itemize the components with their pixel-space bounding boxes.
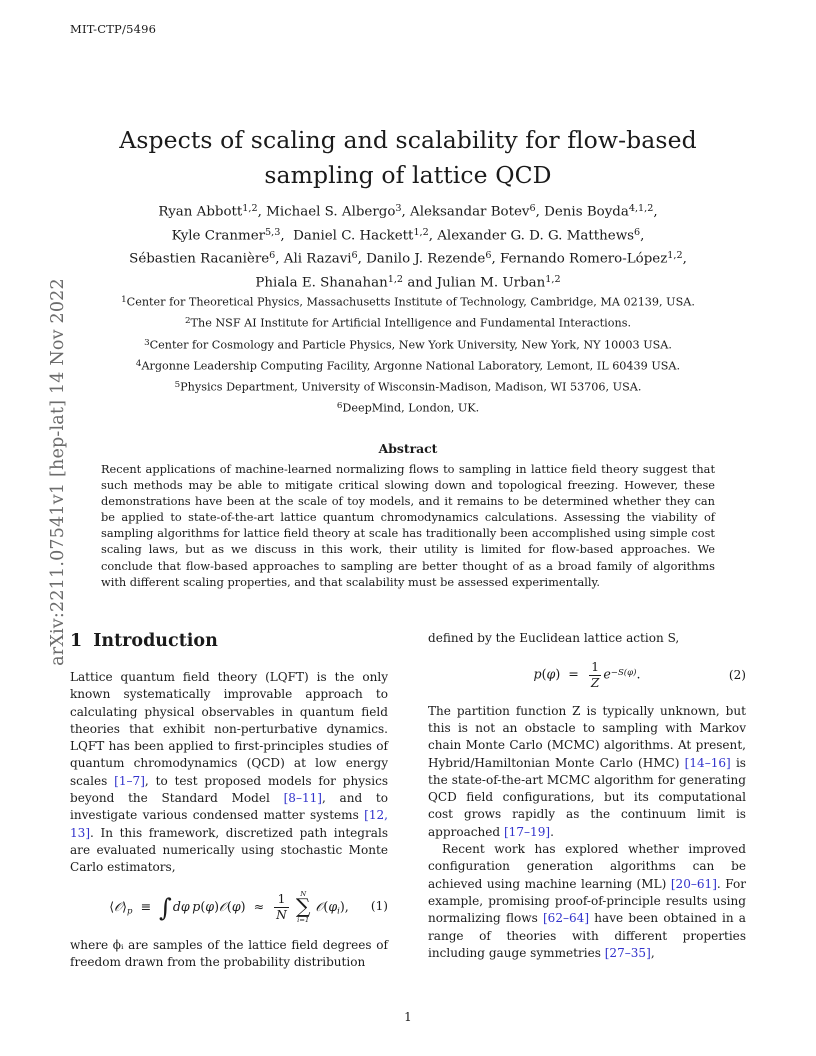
paragraph-text: , [650,945,655,960]
affiliation-item: 4Argonne Leadership Computing Facility, … [135,358,681,373]
paragraph-text: . [550,824,554,839]
paragraph-lead: defined by the Euclidean lattice action … [428,630,746,647]
affiliation-list: 1Center for Theoretical Physics, Massach… [78,291,738,419]
author-line: Sébastien Racanière6, Ali Razavi6, Danil… [129,250,687,267]
affiliation-item: 1Center for Theoretical Physics, Massach… [121,295,695,309]
column-left: 1 Introduction Lattice quantum field theo… [70,630,388,971]
arxiv-stamp: arXiv:2211.07541v1 [hep-lat] 14 Nov 2022 [48,278,68,666]
paragraph-recent-work: Recent work has explored whether improve… [428,841,746,962]
paragraph-text: Recent work has explored whether improve… [428,842,746,891]
author-line: Kyle Cranmer5,3, Daniel C. Hackett1,2, A… [171,226,645,244]
page-title: Aspects of scaling and scalability for f… [119,125,697,189]
equation-1-number: (1) [370,899,388,914]
affiliation-item: 3Center for Cosmology and Particle Physi… [144,337,672,352]
citation-link[interactable]: [1–7] [114,773,145,788]
citation-link[interactable]: [17–19] [503,824,551,839]
page-number: 1 [404,1010,412,1024]
paragraph-text: Lattice quantum field theory (LQFT) is t… [70,670,388,788]
author-line: Phiala E. Shanahan1,2 and Julian M. Urba… [255,273,561,291]
section-title: Introduction [93,631,218,651]
author-list: Ryan Abbott1,2, Michael S. Albergo3, Ale… [78,199,738,294]
citation-link[interactable]: [12, 13] [70,808,388,840]
affiliation-item: 5Physics Department, University of Wisco… [174,380,642,394]
affiliation-item: 2The NSF AI Institute for Artificial Int… [184,316,631,330]
preprint-number: MIT-CTP/5496 [70,22,157,36]
paragraph-text: , to test proposed models for physics be… [70,773,389,806]
paragraph-text: is the state-of-the-art MCMC algorithm f… [428,755,746,839]
paragraph-text: defined by the Euclidean lattice action … [428,631,680,645]
paragraph-text: . In this framework, discretized path in… [70,825,388,875]
abstract-text: Recent applications of machine-learned n… [101,462,715,589]
citation-link[interactable]: [14–16] [684,755,731,770]
citation-link[interactable]: [27–35] [604,945,651,960]
paragraph-text: have been obtained in a range of theorie… [428,911,746,960]
equation-2-number: (2) [728,667,746,682]
paragraph-after-eq1: where ϕᵢ are samples of the lattice fiel… [70,937,388,972]
paragraph-text: where ϕᵢ are samples of the lattice fiel… [70,937,388,969]
section-number: 1 [70,631,83,651]
author-line: Ryan Abbott1,2, Michael S. Albergo3, Ale… [158,203,658,220]
column-right: defined by the Euclidean lattice action … [428,630,746,962]
abstract-heading: Abstract [378,441,438,456]
paragraph-intro: Lattice quantum field theory (LQFT) is t… [70,669,388,877]
paragraph-text: . For example, promising proof-of-princi… [428,876,746,926]
citation-link[interactable]: [62–64] [542,911,590,926]
affiliation-item: 6DeepMind, London, UK. [336,401,480,415]
citation-link[interactable]: [20–61] [670,876,717,891]
paragraph-text: The partition function Z is typically un… [428,703,746,770]
citation-link[interactable]: [8–11] [283,791,322,806]
section-heading: 1 Introduction [70,630,388,652]
paragraph-partition-function: The partition function Z is typically un… [428,703,746,841]
paragraph-text: , and to investigate various condensed m… [70,791,388,823]
